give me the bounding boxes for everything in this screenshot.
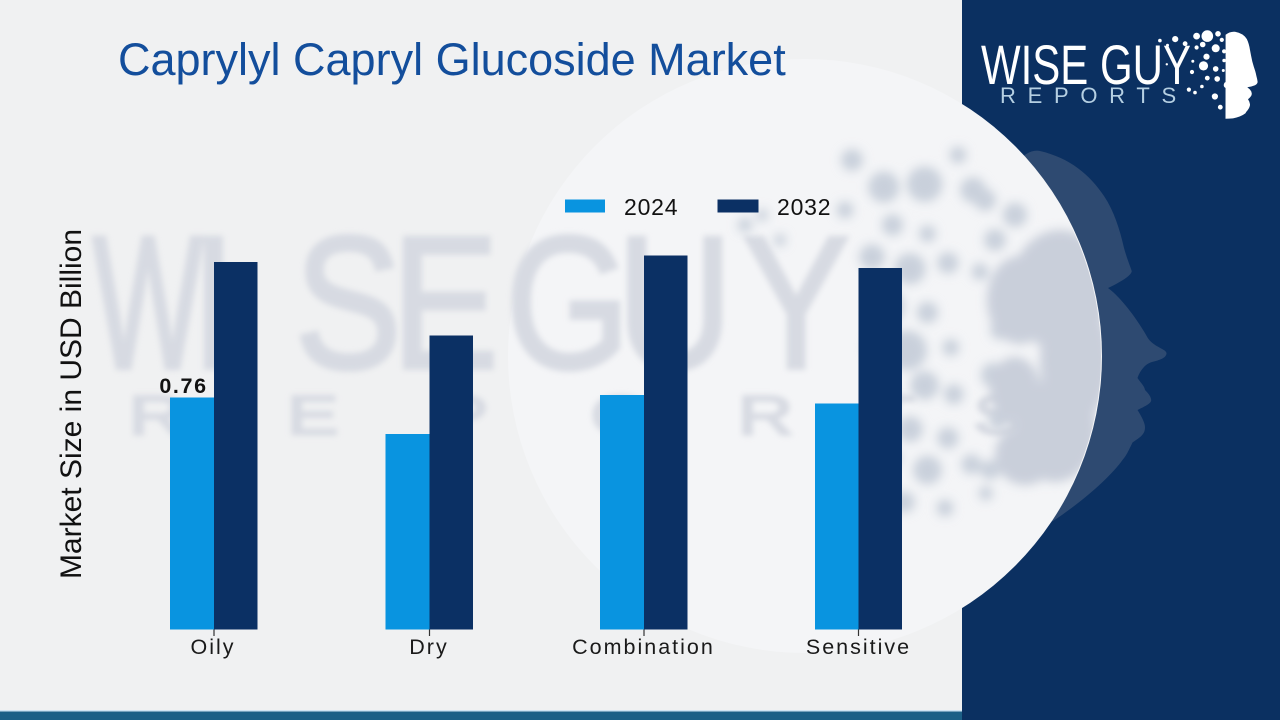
svg-text:Dry: Dry xyxy=(409,635,448,659)
svg-text:Caprylyl Capryl Glucoside Mark: Caprylyl Capryl Glucoside Market xyxy=(118,34,786,85)
svg-text:WISE GUY: WISE GUY xyxy=(981,34,1191,96)
svg-text:W: W xyxy=(93,198,203,408)
svg-text:0.76: 0.76 xyxy=(159,374,207,398)
svg-text:Oily: Oily xyxy=(190,635,235,659)
svg-text:2024: 2024 xyxy=(624,194,678,220)
svg-text:Market Size in USD Billion: Market Size in USD Billion xyxy=(55,229,88,579)
svg-text:Combination: Combination xyxy=(572,635,715,659)
svg-text:2032: 2032 xyxy=(777,194,831,220)
svg-text:Sensitive: Sensitive xyxy=(806,635,911,659)
svg-text:REPORTS: REPORTS xyxy=(1000,83,1188,108)
